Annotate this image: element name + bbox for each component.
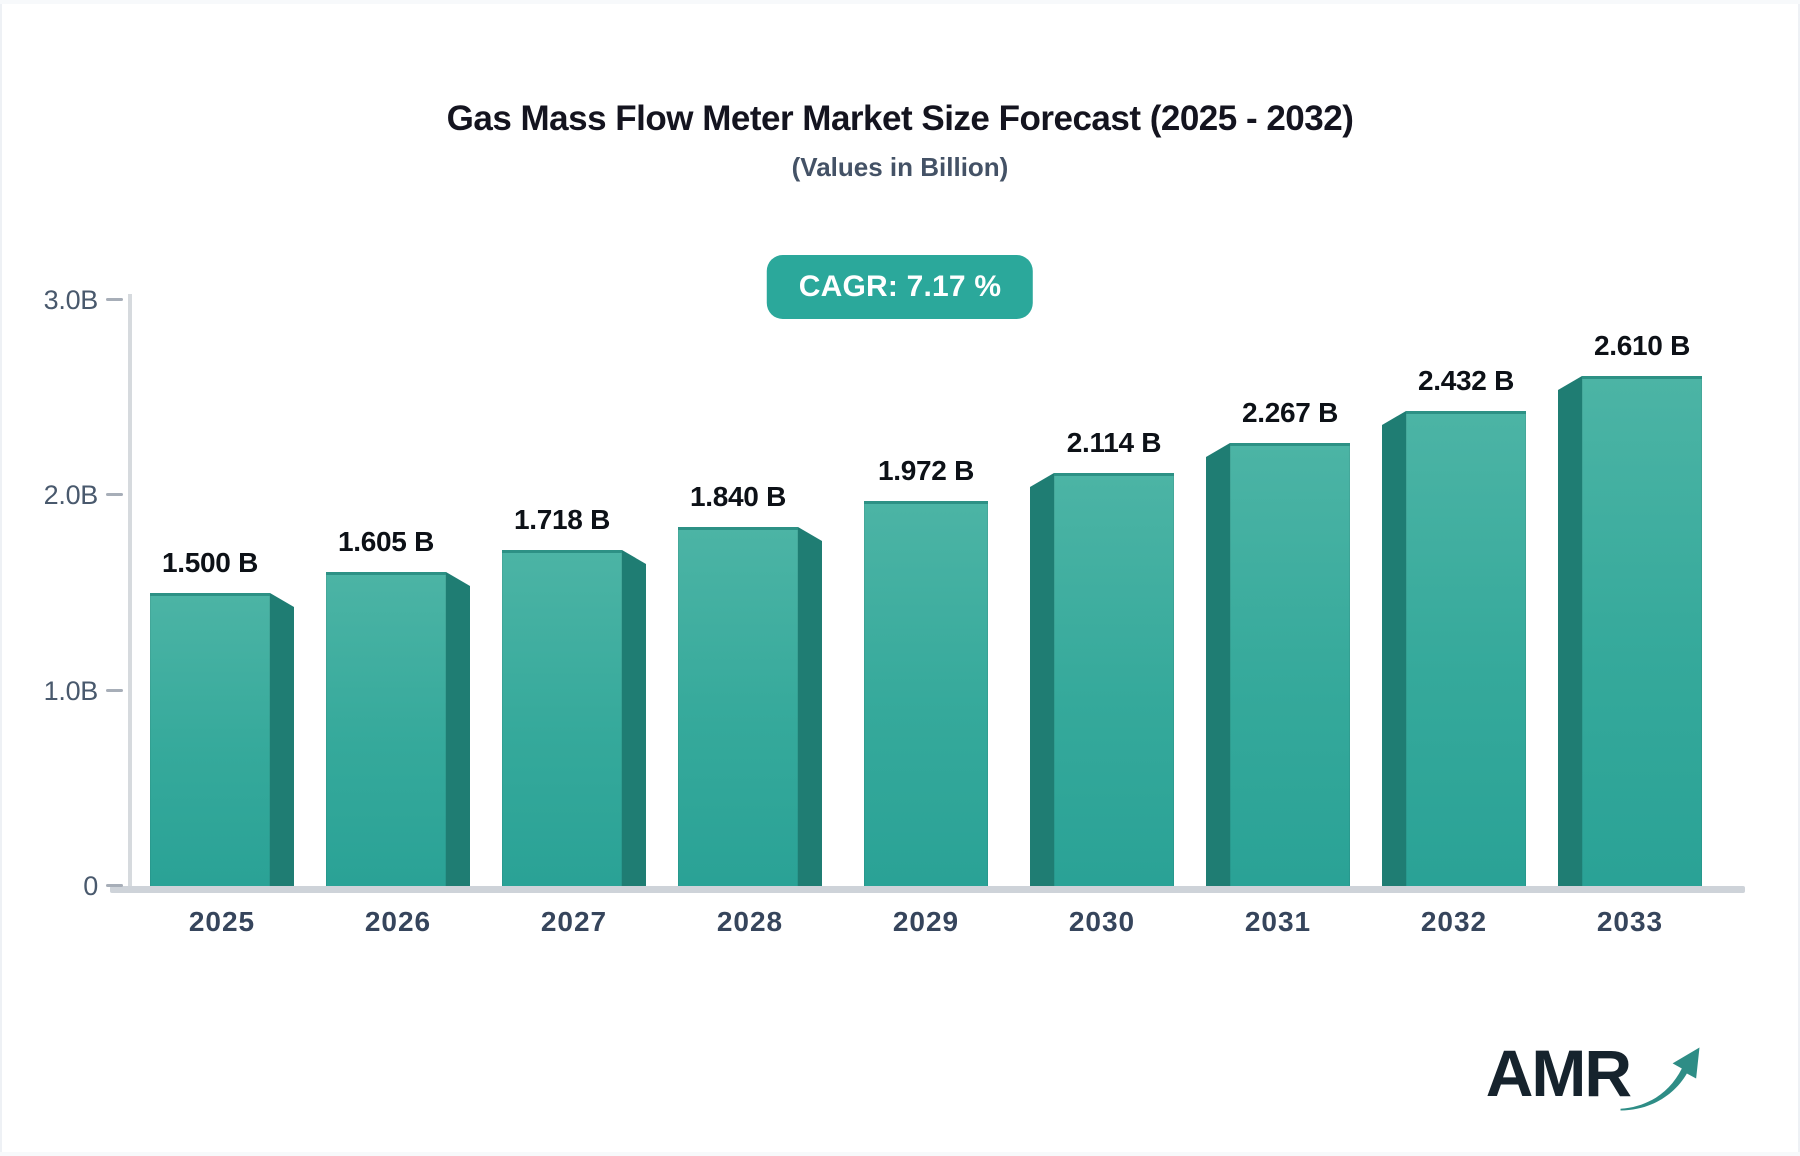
bar-side-2031 [1206, 443, 1230, 886]
bar-face-2029 [864, 501, 988, 886]
bar-2029 [854, 501, 998, 886]
y-tick-label-0: 0 [83, 871, 98, 901]
y-tick-mark [106, 298, 123, 301]
bar-face-2025 [150, 593, 270, 886]
left-edge-divider [0, 4, 2, 1152]
bar-2027 [502, 550, 646, 886]
bar-face-2031 [1230, 443, 1350, 886]
y-tick-mark [106, 493, 123, 497]
bar-2033 [1558, 376, 1702, 886]
bar-value-label-2031: 2.267 B [1242, 397, 1338, 428]
x-tick-label-2030: 2030 [1068, 906, 1136, 937]
bar-value-label-2032: 2.432 B [1418, 365, 1514, 396]
x-tick-label-2028: 2028 [716, 906, 784, 937]
x-tick-label-2026: 2026 [364, 906, 432, 937]
x-tick-label-2029: 2029 [892, 906, 960, 937]
bar-face-2030 [1054, 473, 1174, 886]
cagr-badge: CAGR: 7.17 % [766, 255, 1034, 319]
bar-2026 [326, 572, 470, 886]
bar-2025 [150, 593, 294, 886]
bar-face-2033 [1582, 376, 1702, 886]
bar-value-label-2030: 2.114 B [1066, 427, 1162, 458]
x-tick-label-2031: 2031 [1244, 906, 1312, 937]
bar-2028 [678, 527, 822, 886]
bar-value-label-2027: 1.718 B [514, 504, 610, 535]
y-tick-label-3.0B: 3.0B [43, 285, 99, 315]
x-tick-label-2027: 2027 [540, 906, 608, 937]
y-tick-label-1.0B: 1.0B [43, 675, 99, 706]
bar-2031 [1206, 443, 1350, 886]
right-edge-divider [1798, 4, 1800, 1152]
bar-value-label-2025: 1.500 B [162, 547, 258, 578]
bar-value-label-2028: 1.840 B [690, 481, 786, 512]
bar-2032 [1382, 411, 1526, 886]
chart-subtitle: (Values in Billion) [791, 152, 1009, 182]
bar-2030 [1030, 473, 1174, 886]
bar-side-2033 [1558, 376, 1582, 886]
bar-face-2026 [326, 572, 446, 886]
bar-value-label-2026: 1.605 B [338, 526, 434, 557]
growth-arrow-icon [1620, 1047, 1700, 1111]
amr-logo: AMR [1486, 1032, 1702, 1114]
x-tick-label-2033: 2033 [1596, 906, 1664, 937]
bar-side-2028 [798, 527, 822, 886]
bar-value-label-2029: 1.972 B [878, 455, 974, 486]
bar-side-2026 [446, 572, 470, 886]
chart-title: Gas Mass Flow Meter Market Size Forecast… [446, 99, 1354, 138]
bar-side-2027 [622, 550, 646, 886]
bar-side-2032 [1382, 411, 1406, 886]
bar-face-2032 [1406, 411, 1526, 886]
x-tick-label-2025: 2025 [188, 906, 256, 937]
bar-side-2030 [1030, 473, 1054, 886]
bar-value-label-2033: 2.610 B [1594, 330, 1690, 361]
bar-side-2025 [270, 593, 294, 886]
y-tick-mark [106, 688, 123, 692]
bar-face-2028 [678, 527, 798, 886]
y-tick-label-2.0B: 2.0B [43, 480, 99, 511]
bar-face-2027 [502, 550, 622, 886]
x-axis-baseline [110, 886, 1745, 893]
amr-logo-text: AMR [1485, 1036, 1632, 1110]
y-tick-mark [106, 884, 123, 887]
x-tick-label-2032: 2032 [1420, 906, 1488, 937]
y-axis-line [128, 294, 132, 889]
